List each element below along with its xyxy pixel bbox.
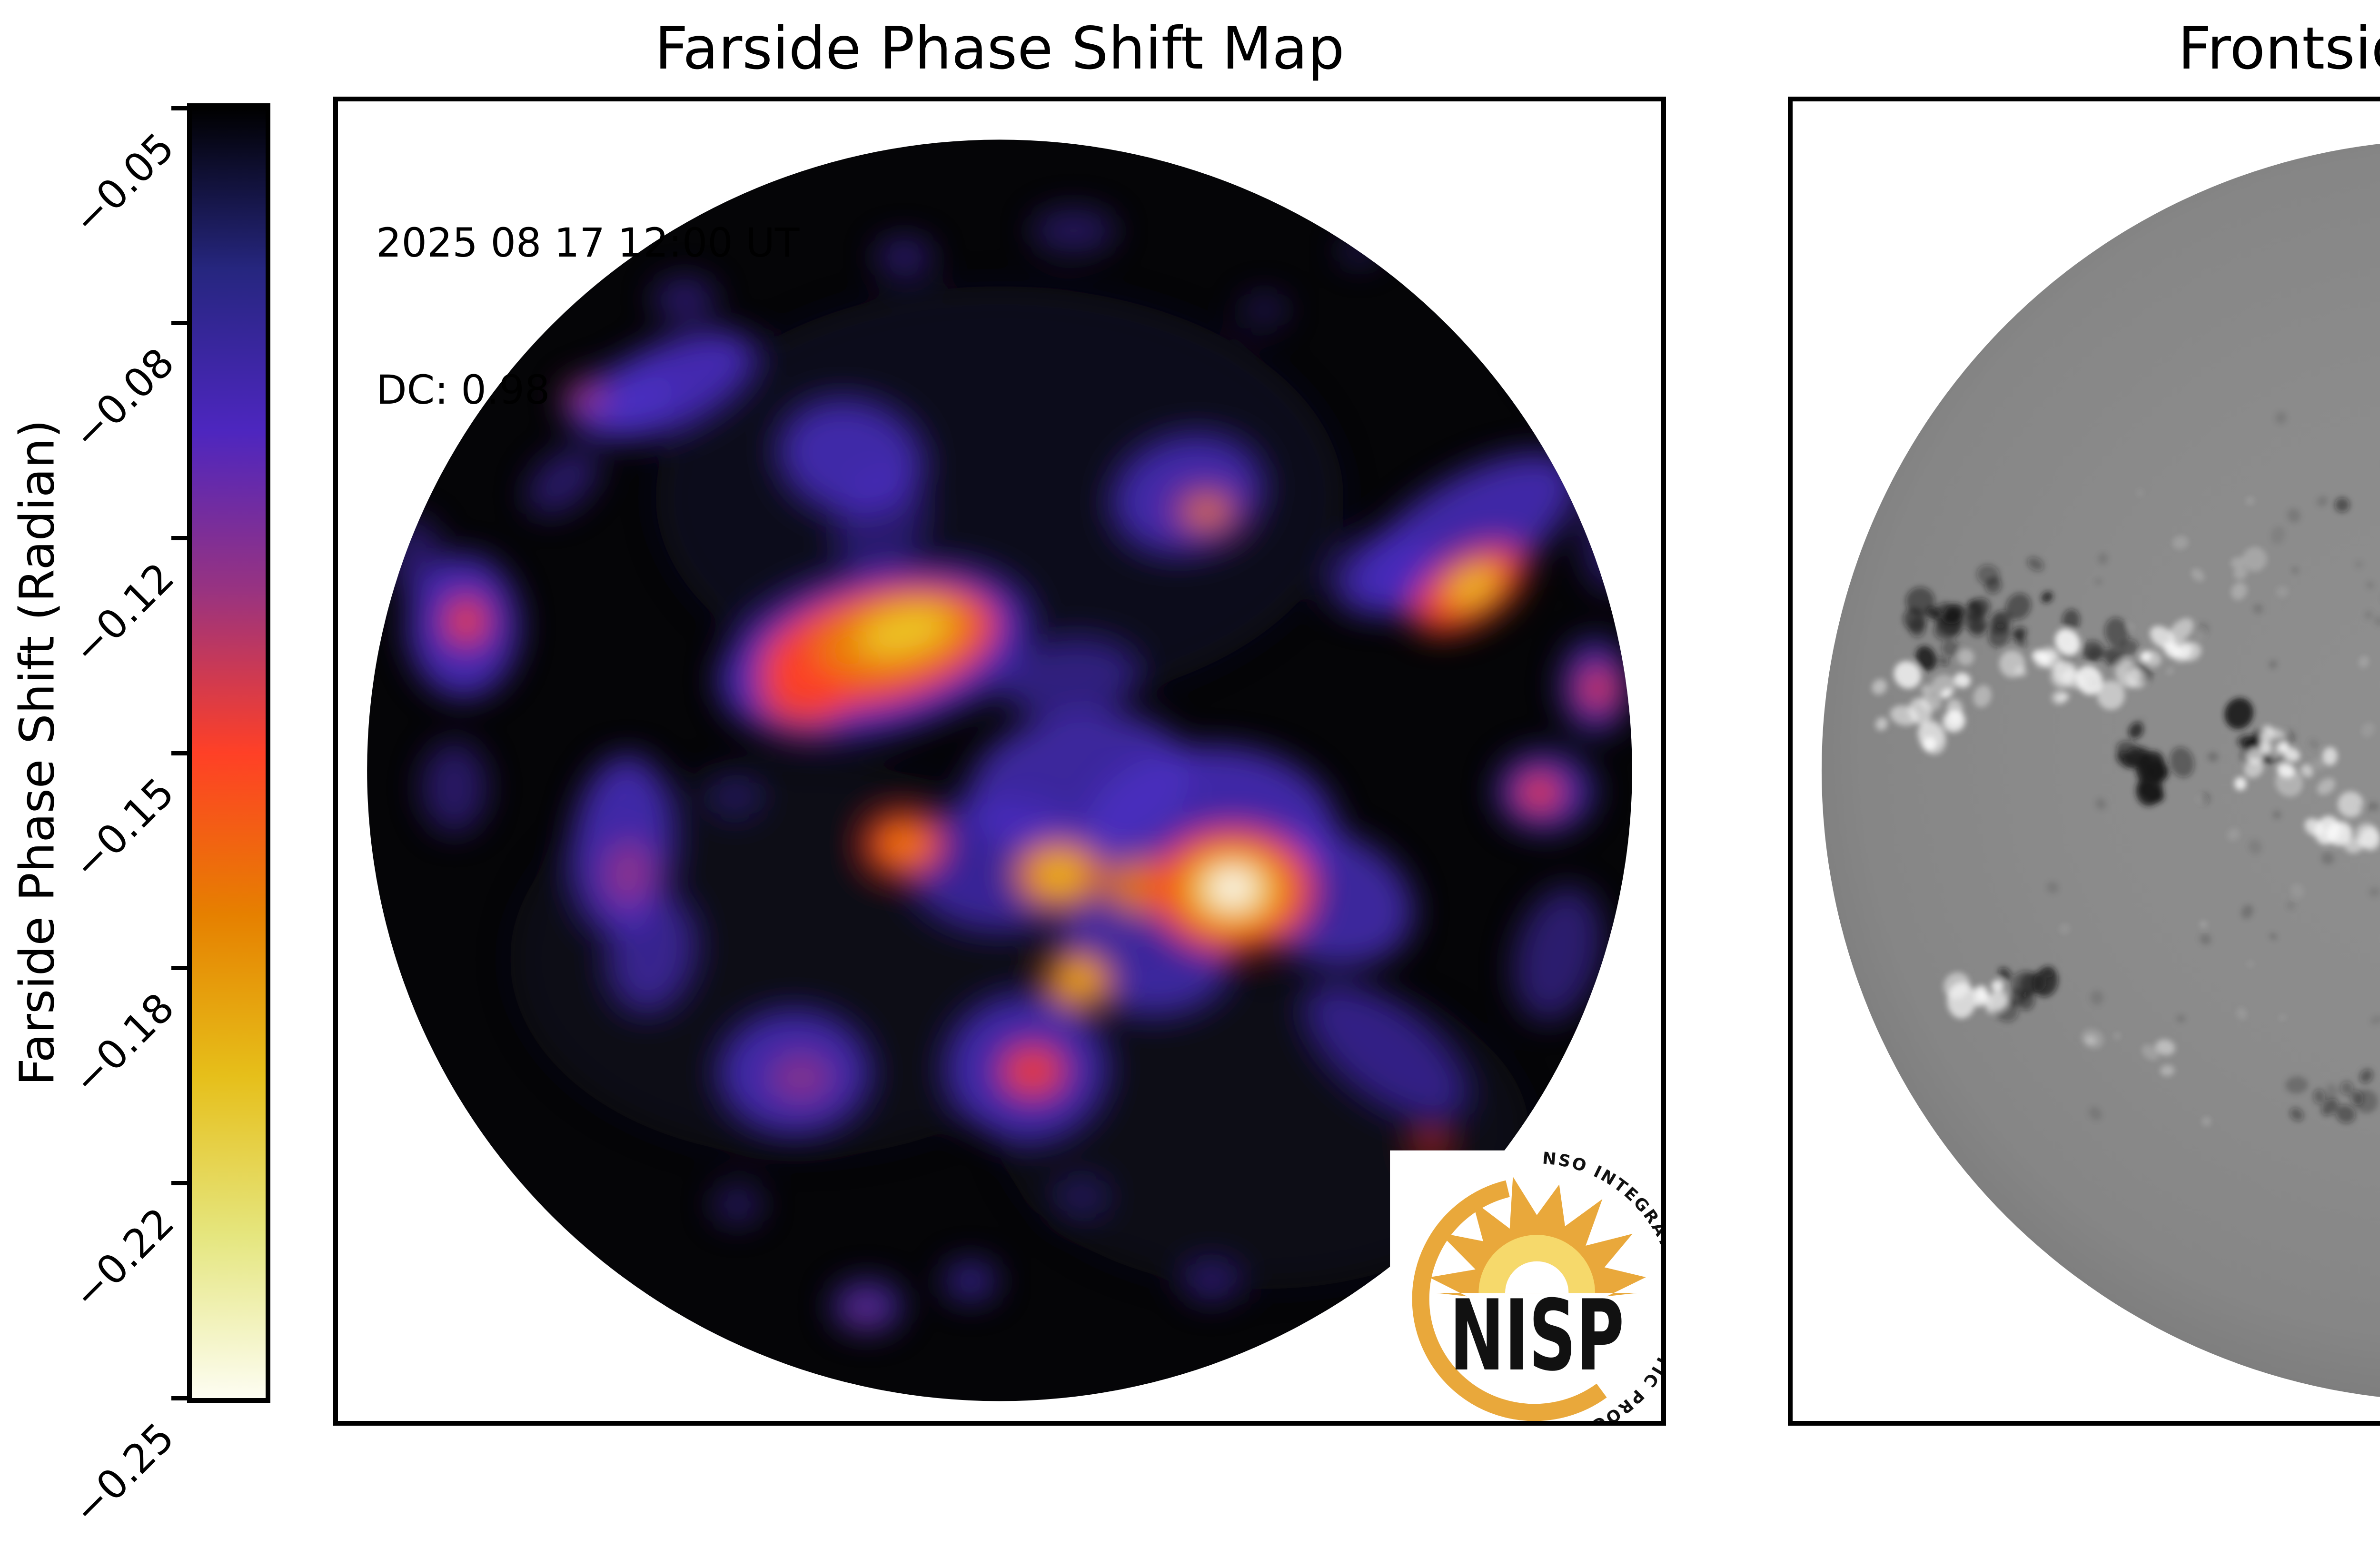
colorbar-tick-label: −0.22 [40,1201,182,1342]
figure-canvas: { "figure": { "width": 6620, "height": 3… [0,0,2380,1505]
frontside-panel-title: Frontside Mag Map [1788,13,2380,84]
colorbar-tick [171,1181,187,1185]
colorbar-tick [171,321,187,325]
colorbar-tick [171,751,187,755]
timestamp-line: 2025 08 17 12:00 UT [376,218,799,268]
colorbar-tick-label: −0.25 [40,1415,182,1557]
colorbar-tick-label: −0.05 [40,125,182,267]
colorbar-tick [171,1396,187,1400]
farside-panel-title: Farside Phase Shift Map [333,13,1666,84]
colorbar-tick [171,966,187,970]
colorbar-tick [171,536,187,540]
colorbar-tick [171,106,187,110]
colorbar [187,103,270,1403]
nisp-logo: NSO INTEGRATED SYNOPTIC PROGRAMNISP [1390,1149,1661,1421]
duty-cycle-line: DC: 0.98 [376,366,799,415]
frontside-map-panel: NSO INTEGRATED SYNOPTIC PROGRAMNISP [1788,97,2380,1426]
frontside-sun-disk [1822,139,2380,1401]
colorbar-axis-label: Farside Phase Shift (Radian) [10,419,65,1085]
timestamp-annotation: 2025 08 17 12:00 UT DC: 0.98 [376,120,799,464]
logo-wordmark: NISP [1449,1279,1624,1393]
colorbar-tick-label: −0.08 [40,340,182,482]
frontside-disk-image: NSO INTEGRATED SYNOPTIC PROGRAMNISP [1793,101,2380,1421]
